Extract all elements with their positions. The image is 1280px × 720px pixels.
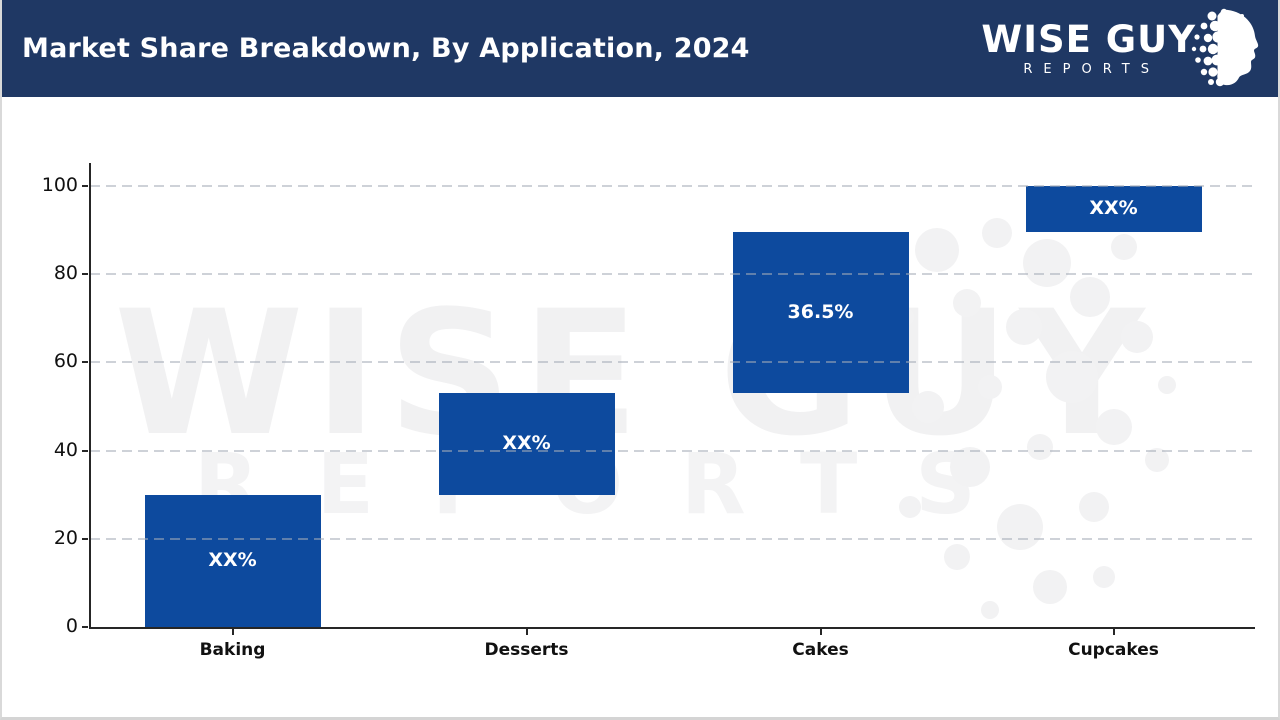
y-tick-label: 40 bbox=[53, 438, 78, 461]
y-tick-label: 100 bbox=[41, 174, 78, 196]
bar-cupcakes bbox=[1025, 186, 1202, 233]
y-tick-mark bbox=[82, 537, 88, 540]
logo-text: WISE GUY REPORTS bbox=[981, 21, 1196, 77]
page-title: Market Share Breakdown, By Application, … bbox=[22, 33, 750, 64]
x-category-label: Desserts bbox=[484, 640, 569, 660]
y-tick-mark bbox=[82, 273, 88, 276]
bar-value-label: XX% bbox=[208, 548, 257, 571]
y-tick-mark bbox=[82, 361, 88, 364]
gridline-60 bbox=[90, 361, 1254, 364]
logo-wordmark: WISE GUY bbox=[981, 17, 1196, 61]
y-tick-label: 60 bbox=[53, 350, 78, 373]
y-tick-mark bbox=[82, 626, 88, 628]
x-tick-mark bbox=[525, 629, 528, 635]
bar-value-label: XX% bbox=[1089, 197, 1138, 220]
x-tick-mark bbox=[1112, 629, 1115, 635]
gridline-20 bbox=[90, 537, 1254, 540]
x-tick-mark bbox=[819, 629, 822, 635]
logo-subtitle: REPORTS bbox=[1023, 61, 1160, 77]
header-bar: Market Share Breakdown, By Application, … bbox=[2, 0, 1278, 97]
y-tick-label: 0 bbox=[65, 615, 78, 637]
gridline-100 bbox=[90, 185, 1254, 187]
x-category-label: Cupcakes bbox=[1068, 640, 1159, 660]
bar-desserts bbox=[438, 393, 615, 495]
bar-value-label: 36.5% bbox=[787, 300, 854, 323]
wise-guy-logo: WISE GUY REPORTS bbox=[981, 6, 1268, 92]
x-category-label: Cakes bbox=[792, 640, 849, 660]
x-category-label: Baking bbox=[199, 640, 266, 660]
y-tick-label: 80 bbox=[53, 262, 78, 285]
bar-baking bbox=[144, 494, 321, 627]
bar-value-label: XX% bbox=[502, 431, 551, 454]
y-axis-spine bbox=[89, 163, 91, 629]
y-tick-mark bbox=[82, 185, 88, 187]
x-tick-mark bbox=[231, 629, 234, 635]
gridline-80 bbox=[90, 273, 1254, 276]
y-tick-label: 20 bbox=[53, 526, 78, 549]
face-profile-icon bbox=[1191, 8, 1259, 86]
x-axis-spine bbox=[89, 627, 1255, 629]
bar-cakes bbox=[732, 232, 909, 394]
gridline-40 bbox=[90, 449, 1254, 452]
y-tick-mark bbox=[82, 449, 88, 452]
